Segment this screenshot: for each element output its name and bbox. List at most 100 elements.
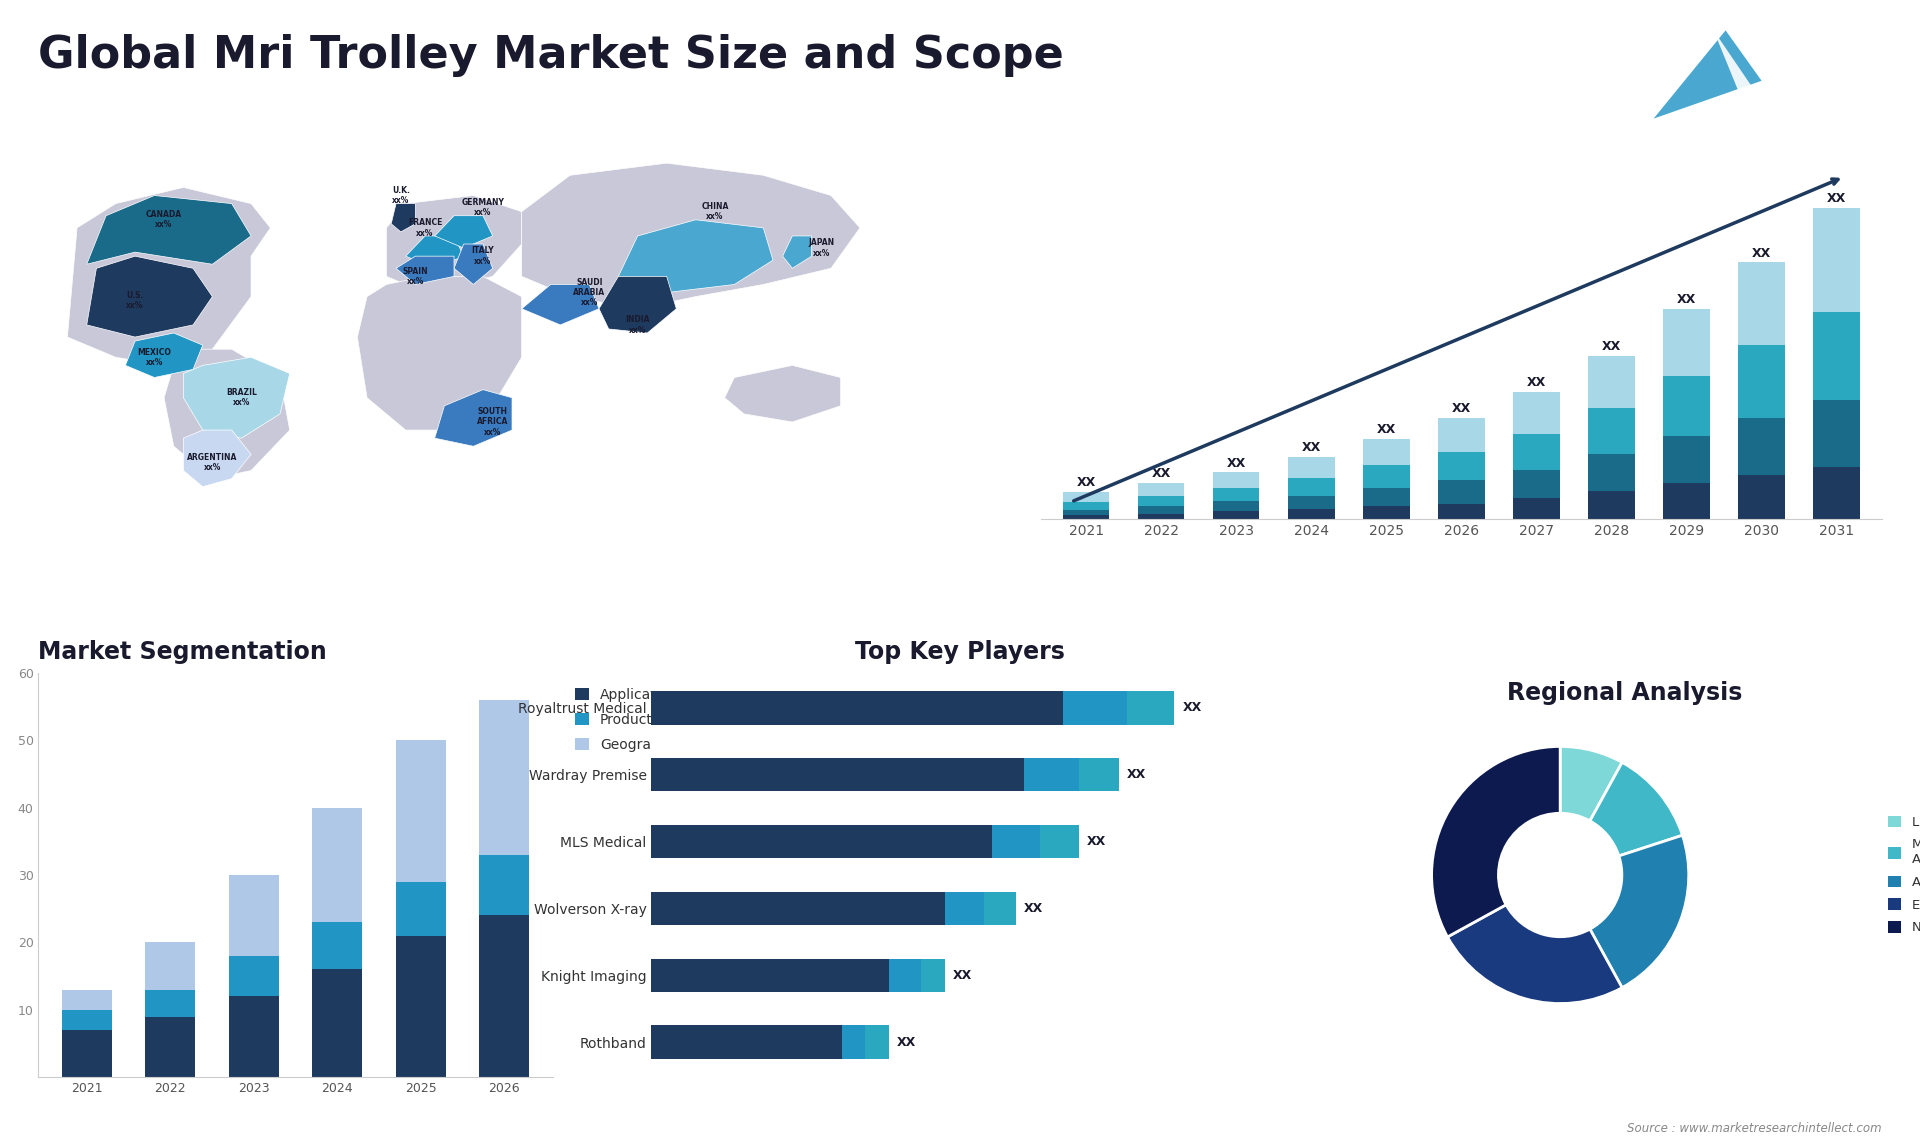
Bar bbox=[1023, 758, 1079, 792]
Bar bbox=[1213, 472, 1260, 488]
Bar bbox=[1064, 502, 1110, 510]
Text: XX: XX bbox=[897, 1036, 916, 1049]
Bar bbox=[1127, 691, 1175, 724]
Polygon shape bbox=[724, 366, 841, 422]
Text: SOUTH
AFRICA
xx%: SOUTH AFRICA xx% bbox=[476, 407, 509, 437]
Bar bbox=[1288, 496, 1334, 509]
Text: SPAIN
xx%: SPAIN xx% bbox=[403, 267, 428, 286]
Text: GERMANY
xx%: GERMANY xx% bbox=[461, 198, 505, 218]
Bar bbox=[1438, 480, 1484, 503]
Bar bbox=[1064, 510, 1110, 515]
Text: RESEARCH: RESEARCH bbox=[1782, 70, 1834, 79]
Bar bbox=[1812, 468, 1860, 519]
Text: XX: XX bbox=[1152, 468, 1171, 480]
Bar bbox=[1363, 464, 1409, 488]
Bar bbox=[1738, 345, 1786, 418]
Bar bbox=[651, 958, 889, 992]
Text: ITALY
xx%: ITALY xx% bbox=[472, 246, 493, 266]
Bar bbox=[1663, 377, 1709, 437]
Bar bbox=[985, 892, 1016, 925]
Bar bbox=[61, 1010, 111, 1030]
Bar bbox=[651, 758, 1023, 792]
Bar bbox=[1663, 437, 1709, 482]
Circle shape bbox=[1498, 814, 1622, 936]
Text: XX: XX bbox=[1828, 193, 1847, 205]
Bar bbox=[1663, 482, 1709, 519]
Text: XX: XX bbox=[1227, 457, 1246, 470]
Polygon shape bbox=[184, 358, 290, 438]
Text: XX: XX bbox=[952, 968, 972, 982]
Bar bbox=[146, 1017, 196, 1077]
Text: BRAZIL
xx%: BRAZIL xx% bbox=[227, 388, 257, 408]
Bar bbox=[1213, 488, 1260, 501]
Bar bbox=[1079, 758, 1119, 792]
Bar bbox=[1663, 309, 1709, 377]
Bar bbox=[396, 881, 445, 935]
Text: CANADA
xx%: CANADA xx% bbox=[146, 210, 182, 229]
Text: Source : www.marketresearchintellect.com: Source : www.marketresearchintellect.com bbox=[1626, 1122, 1882, 1135]
Polygon shape bbox=[125, 333, 204, 377]
Bar bbox=[228, 876, 278, 956]
Bar bbox=[841, 1026, 866, 1059]
Text: XX: XX bbox=[1077, 476, 1096, 489]
Polygon shape bbox=[1653, 31, 1763, 118]
Text: INTELLECT: INTELLECT bbox=[1782, 95, 1836, 104]
Bar bbox=[1588, 454, 1634, 490]
Polygon shape bbox=[434, 215, 493, 248]
Bar bbox=[1041, 825, 1079, 858]
Polygon shape bbox=[599, 276, 676, 333]
Polygon shape bbox=[618, 220, 774, 292]
Polygon shape bbox=[386, 196, 522, 289]
Bar bbox=[480, 916, 530, 1077]
Polygon shape bbox=[86, 196, 252, 265]
Bar bbox=[1363, 507, 1409, 519]
Bar bbox=[651, 1026, 841, 1059]
Text: FRANCE
xx%: FRANCE xx% bbox=[407, 218, 442, 237]
Text: U.K.
xx%: U.K. xx% bbox=[392, 186, 409, 205]
Bar bbox=[1139, 496, 1185, 507]
Bar bbox=[313, 808, 363, 923]
Bar bbox=[945, 892, 985, 925]
Polygon shape bbox=[405, 236, 465, 268]
Bar bbox=[1438, 452, 1484, 480]
Bar bbox=[1213, 511, 1260, 519]
Polygon shape bbox=[86, 257, 213, 337]
Bar bbox=[396, 935, 445, 1077]
Legend: Application, Product, Geography: Application, Product, Geography bbox=[576, 688, 678, 752]
Polygon shape bbox=[357, 276, 522, 430]
Wedge shape bbox=[1590, 835, 1690, 988]
Bar bbox=[1363, 439, 1409, 464]
Bar bbox=[1064, 515, 1110, 519]
Polygon shape bbox=[522, 284, 599, 325]
Bar bbox=[313, 923, 363, 970]
Text: XX: XX bbox=[1023, 902, 1043, 915]
Bar bbox=[313, 970, 363, 1077]
Text: ARGENTINA
xx%: ARGENTINA xx% bbox=[186, 453, 238, 472]
Polygon shape bbox=[522, 163, 860, 308]
Bar bbox=[866, 1026, 889, 1059]
Bar bbox=[1438, 418, 1484, 452]
Bar bbox=[61, 990, 111, 1010]
Bar bbox=[1064, 691, 1127, 724]
Bar bbox=[396, 740, 445, 881]
Bar bbox=[651, 825, 993, 858]
Text: INDIA
xx%: INDIA xx% bbox=[626, 315, 651, 335]
Bar bbox=[1513, 470, 1559, 499]
Polygon shape bbox=[453, 244, 493, 284]
Polygon shape bbox=[184, 430, 252, 487]
Polygon shape bbox=[783, 236, 812, 268]
Bar bbox=[1288, 457, 1334, 478]
Title: Top Key Players: Top Key Players bbox=[854, 639, 1066, 664]
Polygon shape bbox=[392, 204, 415, 231]
Wedge shape bbox=[1561, 746, 1622, 821]
Text: XX: XX bbox=[1676, 293, 1695, 306]
Text: U.S.
xx%: U.S. xx% bbox=[127, 291, 144, 311]
Text: XX: XX bbox=[1087, 835, 1106, 848]
Title: Regional Analysis: Regional Analysis bbox=[1507, 682, 1741, 706]
Bar bbox=[480, 700, 530, 855]
Bar bbox=[1288, 478, 1334, 496]
Bar bbox=[61, 1030, 111, 1077]
Wedge shape bbox=[1590, 762, 1682, 856]
Bar bbox=[1588, 355, 1634, 408]
Text: XX: XX bbox=[1452, 402, 1471, 415]
